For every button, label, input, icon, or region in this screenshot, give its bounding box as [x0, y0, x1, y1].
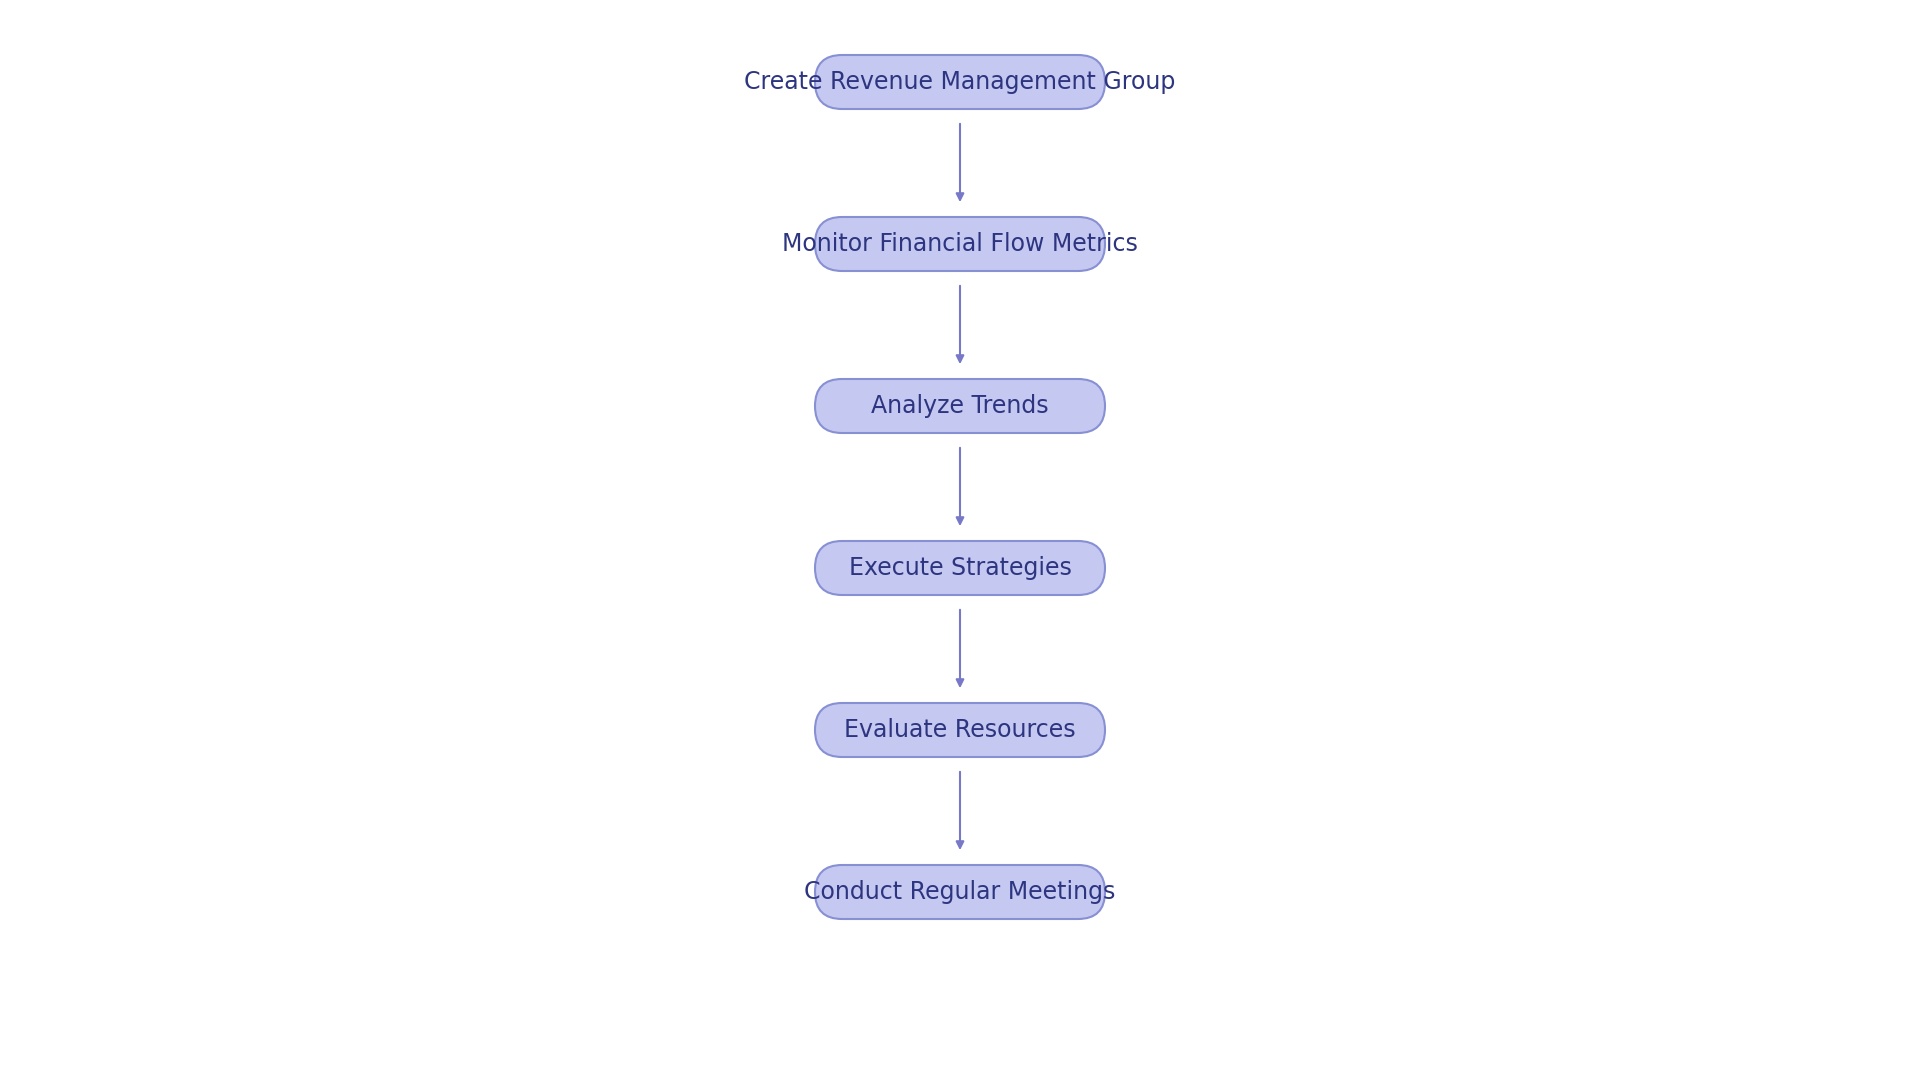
Text: Create Revenue Management Group: Create Revenue Management Group [745, 70, 1175, 94]
Text: Execute Strategies: Execute Strategies [849, 556, 1071, 580]
FancyBboxPatch shape [814, 55, 1106, 109]
FancyBboxPatch shape [814, 703, 1106, 757]
FancyBboxPatch shape [814, 542, 1106, 595]
Text: Analyze Trends: Analyze Trends [872, 394, 1048, 418]
FancyBboxPatch shape [814, 379, 1106, 433]
Text: Conduct Regular Meetings: Conduct Regular Meetings [804, 880, 1116, 904]
FancyBboxPatch shape [814, 865, 1106, 919]
Text: Evaluate Resources: Evaluate Resources [845, 718, 1075, 742]
Text: Monitor Financial Flow Metrics: Monitor Financial Flow Metrics [781, 232, 1139, 256]
FancyBboxPatch shape [814, 217, 1106, 271]
